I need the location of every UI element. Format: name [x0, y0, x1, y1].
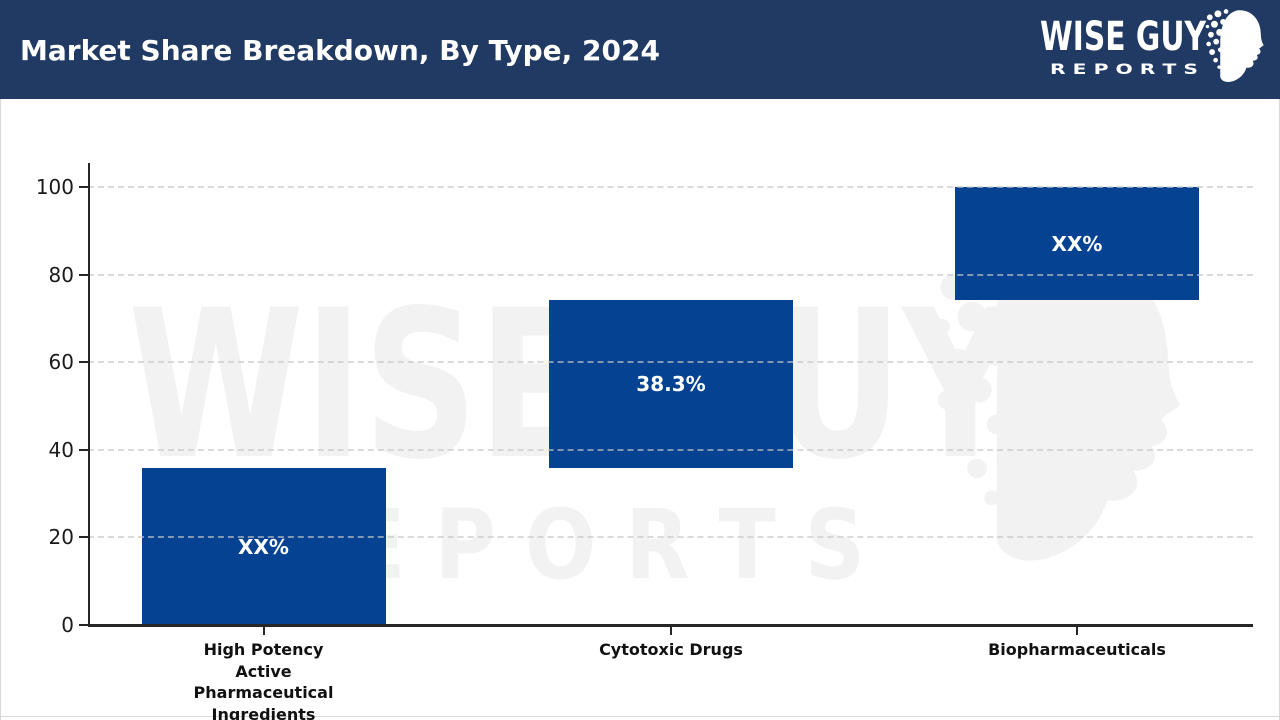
y-tick-label: 20: [48, 525, 74, 550]
y-tick-label: 80: [48, 262, 74, 287]
x-axis-line: [88, 624, 1253, 627]
page-title: Market Share Breakdown, By Type, 2024: [20, 34, 660, 67]
y-tick-mark: [79, 361, 88, 364]
x-category-label: High Potency Active Pharmaceutical Ingredie…: [154, 639, 374, 720]
logo-brand-bottom-text: R E P O R T S: [1050, 62, 1198, 78]
page-border-left: [0, 99, 1, 720]
bar-value-label: XX%: [1051, 231, 1103, 256]
y-axis-line: [88, 163, 90, 625]
y-tick-label: 0: [61, 613, 74, 637]
y-tick-mark: [79, 273, 88, 276]
page-border-bottom: [0, 716, 1280, 717]
y-tick-mark: [79, 536, 88, 539]
y-tick-label: 40: [48, 437, 74, 462]
y-gridline: [88, 448, 1253, 451]
wise-guy-reports-logo: WISE GUY R E P O R T S: [1040, 9, 1264, 83]
x-category-label-line: High Potency: [203, 640, 324, 659]
y-gridline: [88, 361, 1253, 364]
x-tick-mark: [262, 627, 265, 635]
y-gridline: [88, 186, 1253, 188]
chart-bar: [141, 468, 386, 625]
x-category-label-line: Cytotoxic Drugs: [599, 640, 743, 659]
y-tick-label: 60: [48, 350, 74, 375]
bar-value-label: XX%: [238, 534, 289, 559]
x-category-label-line: Ingredients: [211, 704, 316, 720]
y-tick-mark: [79, 448, 88, 451]
y-tick-mark: [79, 624, 88, 626]
bar-value-label: 38.3%: [636, 372, 706, 397]
x-category-label: Biopharmaceuticals: [967, 639, 1187, 661]
y-tick-label: 100: [35, 175, 74, 199]
x-tick-mark: [670, 627, 672, 635]
x-category-label-line: Biopharmaceuticals: [988, 640, 1166, 659]
logo-face-icon: [1205, 9, 1264, 83]
x-category-label-line: Active: [235, 661, 292, 681]
x-tick-mark: [1076, 627, 1078, 635]
header-banner: Market Share Breakdown, By Type, 2024 WI…: [0, 0, 1280, 99]
y-gridline: [88, 536, 1253, 539]
x-category-label: Cytotoxic Drugs: [561, 639, 781, 661]
chart-bar: [549, 300, 793, 469]
y-tick-mark: [79, 186, 88, 188]
x-category-label-line: Pharmaceutical: [193, 683, 334, 702]
logo-brand-top-text: WISE GUY: [1040, 14, 1207, 60]
y-gridline: [88, 273, 1253, 276]
